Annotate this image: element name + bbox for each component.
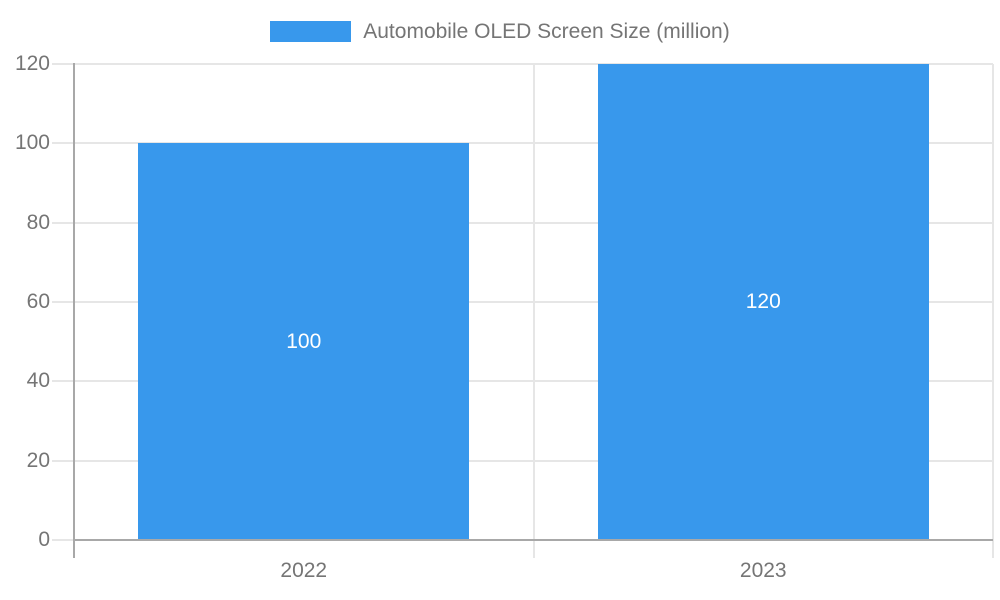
bar-value-label: 120 — [745, 290, 781, 313]
gridline-y — [52, 459, 993, 462]
y-tick-label: 100 — [14, 131, 50, 155]
bar[interactable] — [597, 64, 929, 540]
gridline-x — [992, 64, 994, 558]
gridline-x — [532, 64, 535, 558]
bar[interactable] — [138, 143, 470, 540]
y-axis-line — [73, 63, 75, 558]
legend-swatch-icon — [270, 21, 352, 42]
gridline-y — [52, 380, 993, 383]
gridline-y — [52, 142, 993, 145]
gridline-y — [52, 301, 993, 303]
x-tick-label[interactable]: 2022 — [280, 559, 328, 582]
gridline-y — [52, 221, 993, 224]
axis-tick-zero — [52, 539, 74, 541]
y-tick-label: 40 — [26, 369, 50, 393]
y-tick-label: 120 — [14, 52, 50, 75]
legend-label: Automobile OLED Screen Size (million) — [363, 20, 730, 43]
bar-value-label: 100 — [286, 329, 322, 353]
legend[interactable]: Automobile OLED Screen Size (million) — [0, 20, 1000, 43]
y-tick-label: 20 — [26, 448, 50, 472]
y-tick-label: 60 — [26, 290, 50, 313]
x-axis-line — [73, 539, 993, 541]
y-tick-label: 80 — [26, 210, 50, 234]
x-tick-label[interactable]: 2023 — [739, 559, 787, 582]
gridline-y — [52, 63, 993, 65]
y-tick-label: 0 — [38, 528, 50, 551]
